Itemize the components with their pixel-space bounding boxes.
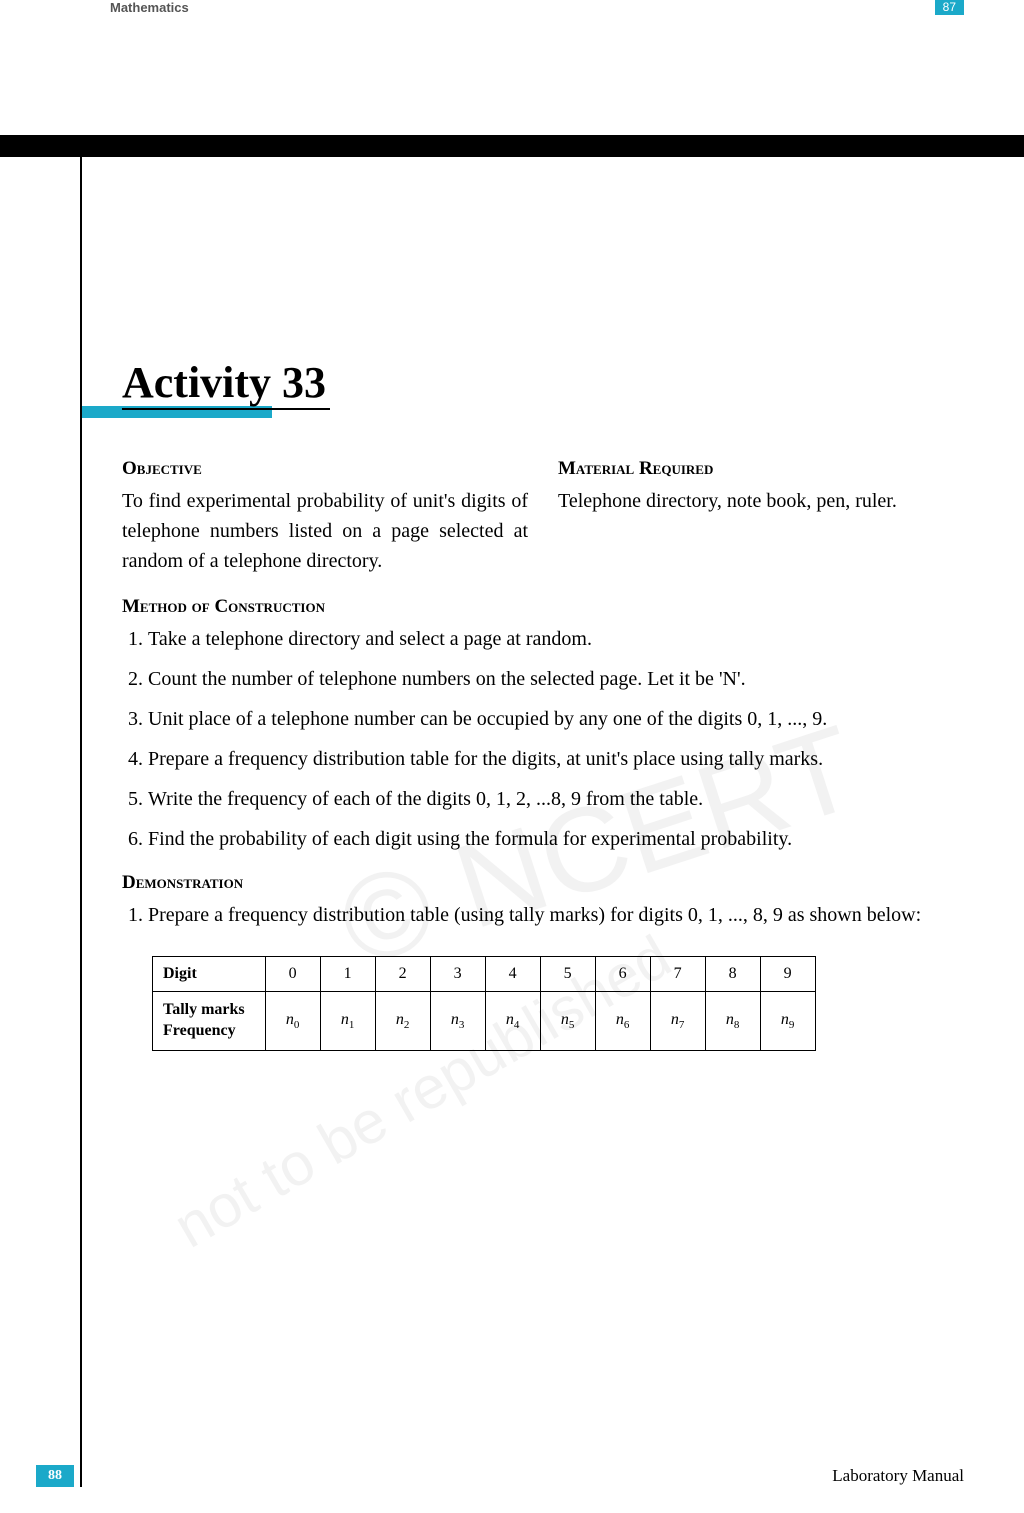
top-header: Mathematics 87 [0, 0, 1024, 25]
material-col: Material Required Telephone directory, n… [558, 458, 964, 576]
digit-cell: 3 [430, 957, 485, 992]
page-content: © NCERT not to be republished Activity 3… [80, 157, 964, 1487]
page-number: 88 [36, 1465, 74, 1487]
digit-cell: 5 [540, 957, 595, 992]
demonstration-heading: Demonstration [122, 872, 964, 894]
demonstration-item: Prepare a frequency distribution table (… [148, 900, 964, 930]
intro-columns: Objective To find experimental probabili… [122, 458, 964, 576]
freq-cell: n7 [650, 992, 705, 1051]
digit-cell: 6 [595, 957, 650, 992]
digit-cell: 8 [705, 957, 760, 992]
material-heading: Material Required [558, 458, 964, 480]
digit-cell: 4 [485, 957, 540, 992]
digit-cell: 9 [760, 957, 815, 992]
digit-cell: 0 [265, 957, 320, 992]
digit-cell: 7 [650, 957, 705, 992]
frequency-label: Frequency [163, 1022, 236, 1039]
freq-cell: n5 [540, 992, 595, 1051]
header-page-right: 87 [935, 0, 964, 15]
separator-bar [0, 135, 1024, 157]
demonstration-list: Prepare a frequency distribution table (… [122, 900, 964, 930]
freq-cell: n2 [375, 992, 430, 1051]
table-row-freq: Tally marks Frequency n0 n1 n2 n3 n4 n5 … [153, 992, 816, 1051]
method-item: Unit place of a telephone number can be … [148, 704, 964, 734]
method-item: Write the frequency of each of the digit… [148, 784, 964, 814]
material-text: Telephone directory, note book, pen, rul… [558, 486, 964, 516]
table-row-digits: Digit 0 1 2 3 4 5 6 7 8 9 [153, 957, 816, 992]
digit-cell: 1 [320, 957, 375, 992]
freq-cell: n9 [760, 992, 815, 1051]
demonstration-section: Demonstration Prepare a frequency distri… [122, 872, 964, 1051]
freq-cell: n4 [485, 992, 540, 1051]
page-footer: 88 Laboratory Manual [42, 1465, 964, 1487]
activity-title: Activity 33 [122, 357, 330, 410]
freq-cell: n8 [705, 992, 760, 1051]
objective-heading: Objective [122, 458, 528, 480]
freq-cell: n6 [595, 992, 650, 1051]
digit-label: Digit [153, 957, 266, 992]
method-item: Prepare a frequency distribution table f… [148, 744, 964, 774]
freq-label: Tally marks Frequency [153, 992, 266, 1051]
method-section: Method of Construction Take a telephone … [122, 596, 964, 854]
method-item: Take a telephone directory and select a … [148, 624, 964, 654]
objective-col: Objective To find experimental probabili… [122, 458, 528, 576]
method-item: Find the probability of each digit using… [148, 824, 964, 854]
method-item: Count the number of telephone numbers on… [148, 664, 964, 694]
header-subject: Mathematics [110, 0, 189, 15]
digit-cell: 2 [375, 957, 430, 992]
method-list: Take a telephone directory and select a … [122, 624, 964, 854]
freq-cell: n1 [320, 992, 375, 1051]
objective-text: To find experimental probability of unit… [122, 486, 528, 576]
freq-cell: n0 [265, 992, 320, 1051]
tally-label: Tally marks [163, 1001, 245, 1018]
method-heading: Method of Construction [122, 596, 964, 618]
footer-right-text: Laboratory Manual [832, 1466, 964, 1486]
freq-cell: n3 [430, 992, 485, 1051]
frequency-table: Digit 0 1 2 3 4 5 6 7 8 9 Tally marks Fr… [152, 956, 816, 1051]
